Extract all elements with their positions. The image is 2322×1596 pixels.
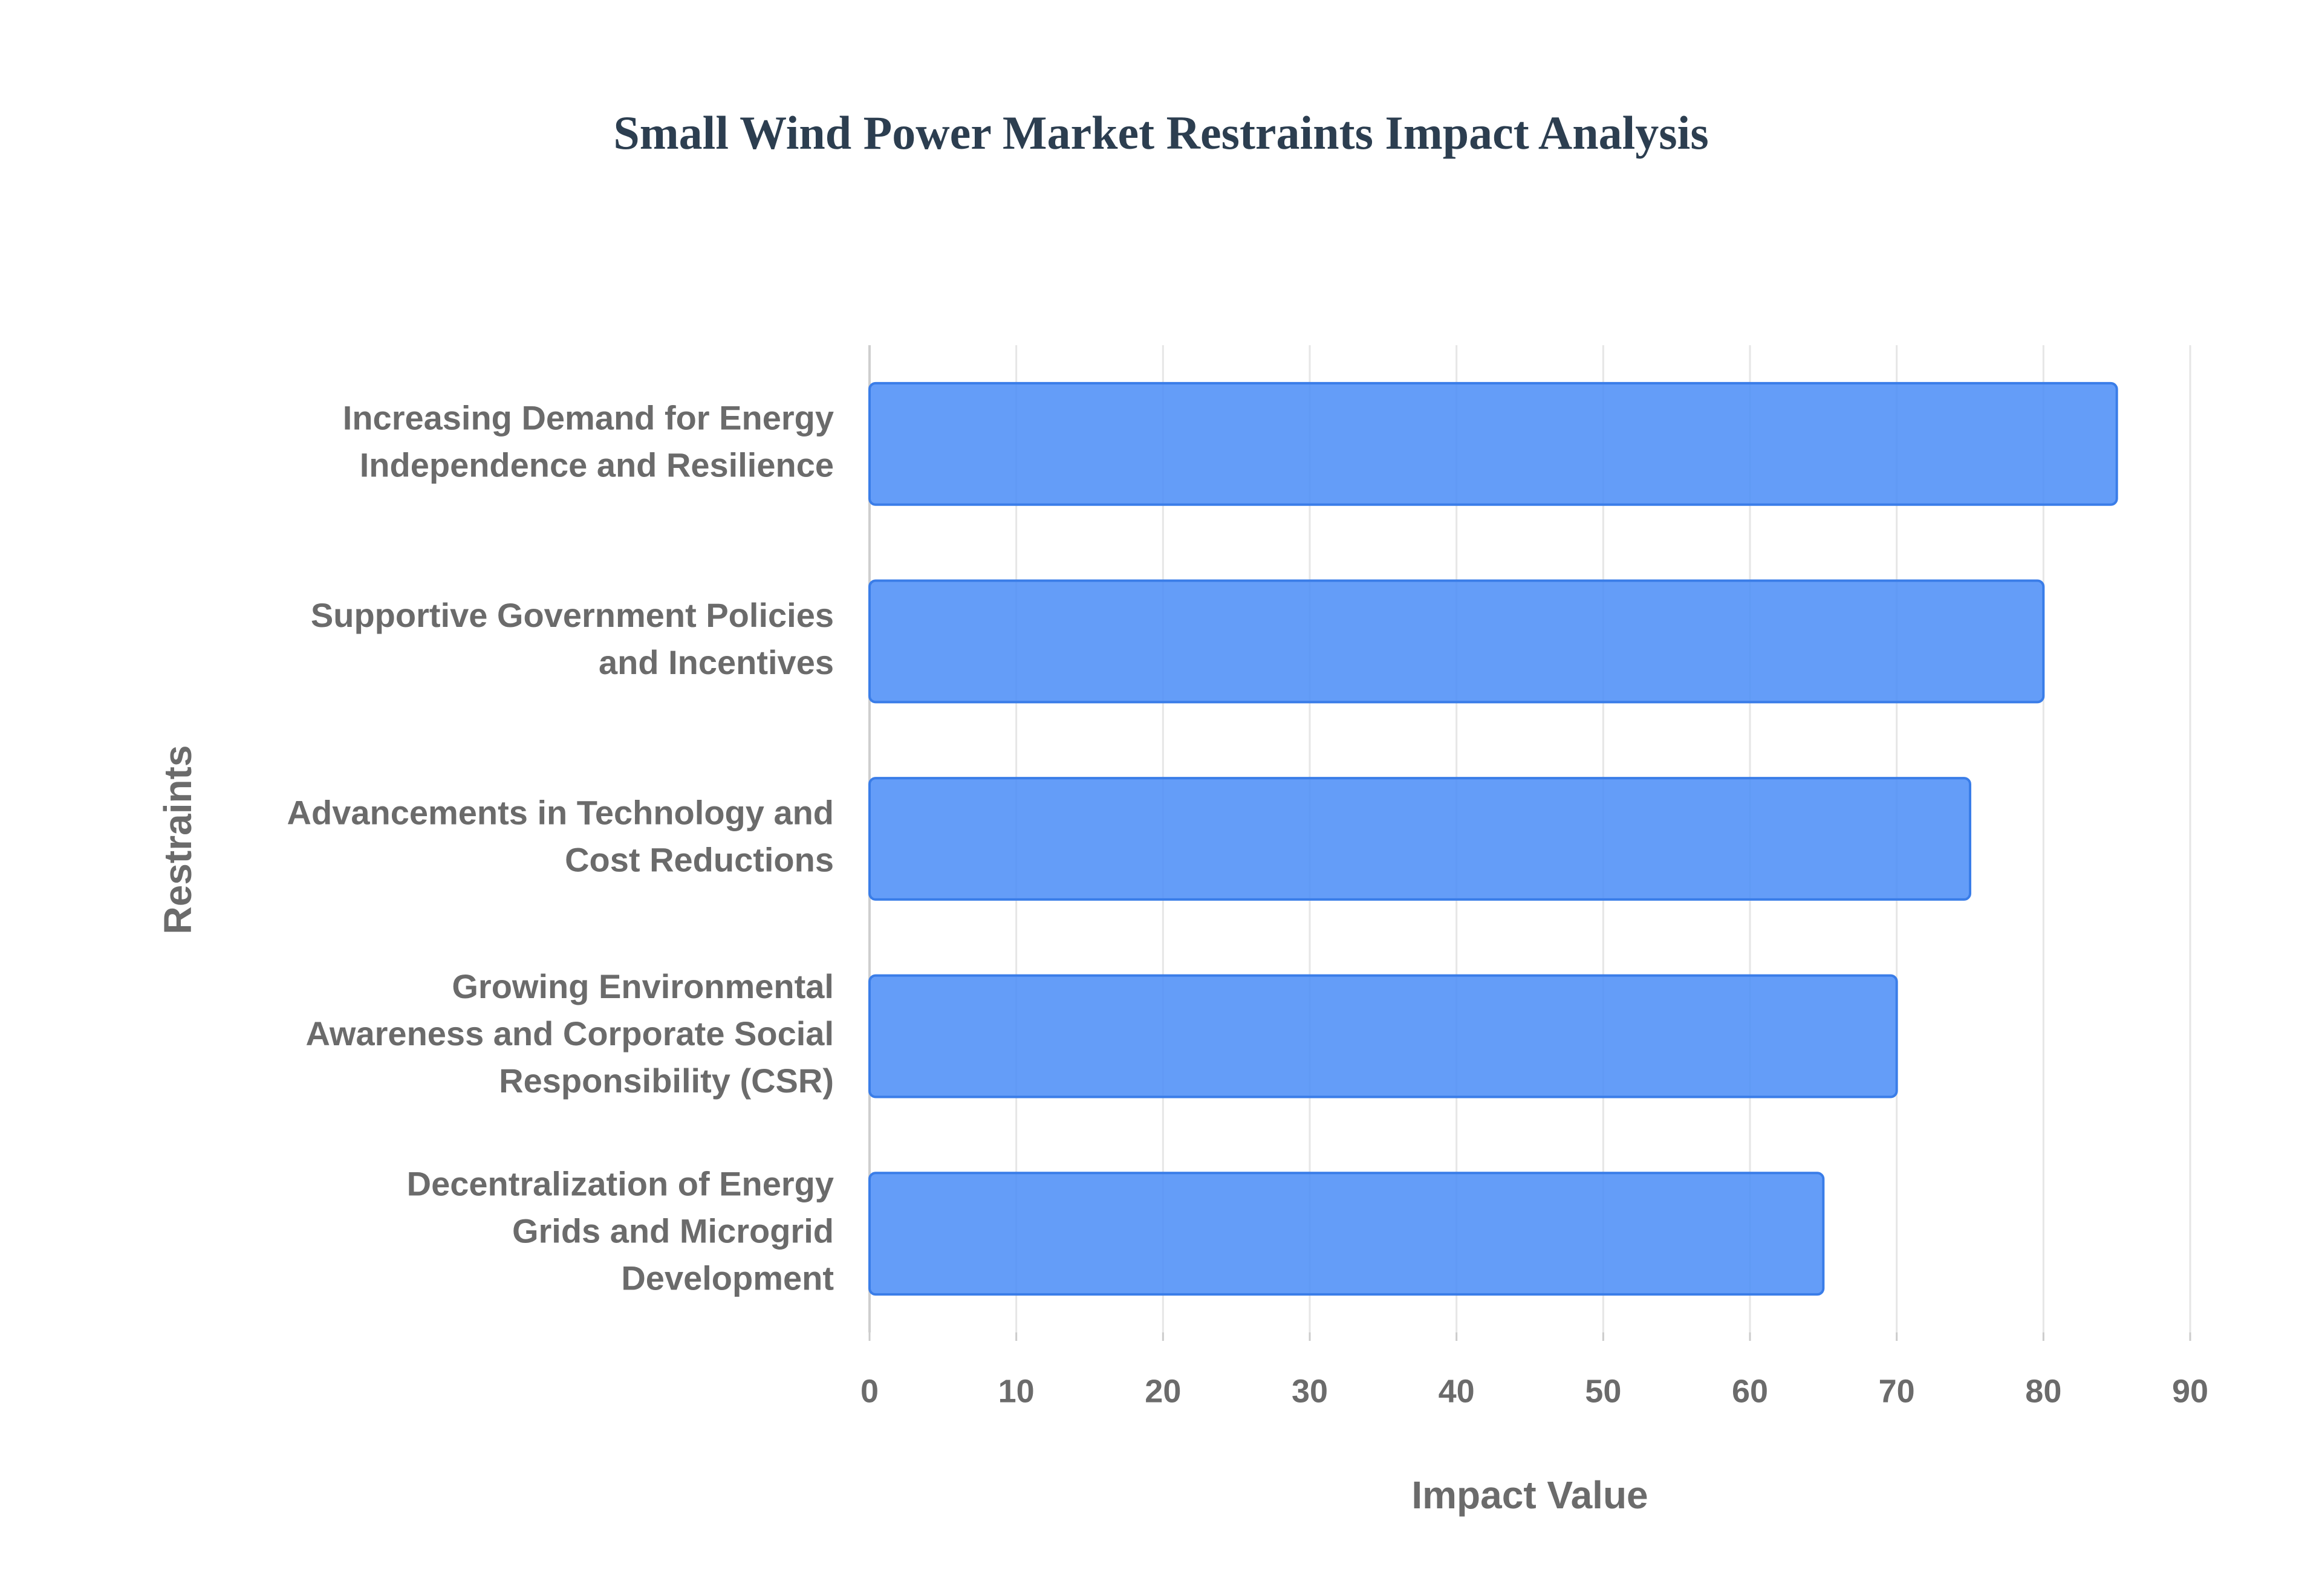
bar	[868, 974, 1898, 1098]
x-tick-label: 70	[1879, 1373, 1915, 1409]
x-tick-label: 20	[1145, 1373, 1181, 1409]
y-tick-label: Growing Environmental Awareness and Corpo…	[306, 967, 834, 1100]
y-tick-label: Supportive Government Policies and Incent…	[311, 596, 834, 681]
x-tick-label: 30	[1292, 1373, 1328, 1409]
x-tick-label: 80	[2025, 1373, 2061, 1409]
y-tick-label: Advancements in Technology and Cost Reduc…	[287, 793, 834, 878]
x-tick-label: 90	[2172, 1373, 2208, 1409]
x-tick-label: 10	[998, 1373, 1035, 1409]
x-tick-label: 50	[1585, 1373, 1621, 1409]
x-tick-label: 60	[1732, 1373, 1768, 1409]
bar	[868, 579, 2045, 704]
chart-title: Small Wind Power Market Restraints Impac…	[613, 106, 1708, 159]
bar	[868, 777, 1971, 901]
x-axis-title: Impact Value	[1411, 1473, 1648, 1517]
x-tick-label: 40	[1439, 1373, 1475, 1409]
y-tick-label: Decentralization of Energy Grids and Micr…	[407, 1164, 834, 1297]
bar	[868, 1172, 1825, 1296]
x-tick-label: 0	[860, 1373, 879, 1409]
bar	[868, 381, 2118, 506]
y-tick-label: Increasing Demand for Energy Independence…	[343, 398, 834, 484]
y-axis-title: Restraints	[156, 745, 200, 935]
